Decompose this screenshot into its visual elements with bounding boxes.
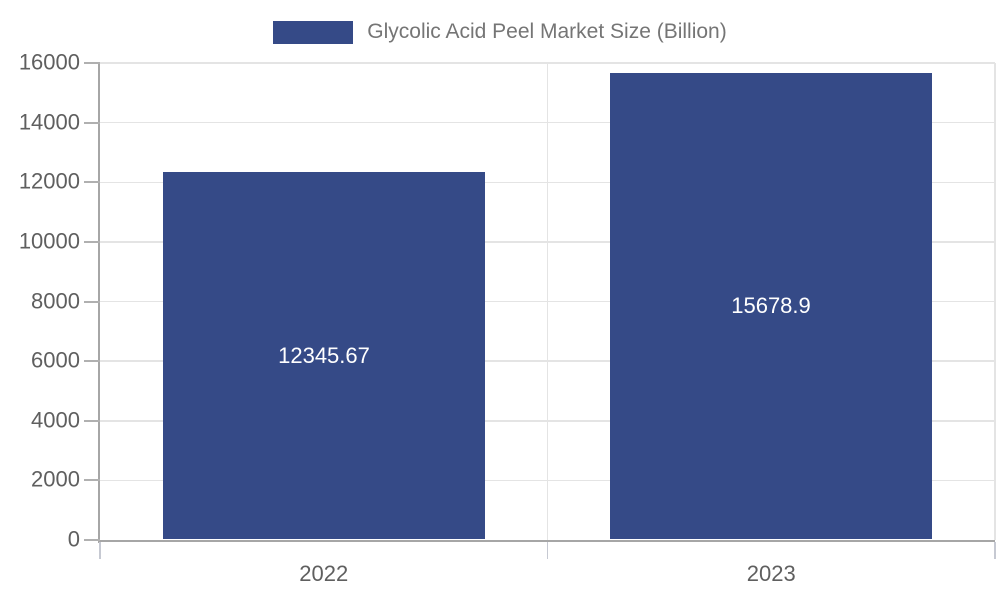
bar-value-label: 12345.67 (278, 342, 370, 368)
y-tick-label: 16000 (18, 49, 80, 75)
y-tick-label: 8000 (31, 287, 80, 313)
y-tick (84, 240, 100, 243)
gridline-vertical (994, 63, 996, 540)
y-tick-label: 0 (67, 526, 80, 552)
y-tick (84, 121, 100, 124)
legend-swatch (273, 20, 354, 44)
y-tick-label: 12000 (18, 168, 80, 194)
y-tick (84, 62, 100, 64)
bar: 12345.67 (163, 172, 485, 539)
y-tick-label: 2000 (31, 466, 80, 492)
x-tick-label: 2022 (299, 561, 349, 586)
y-tick-label: 4000 (31, 407, 80, 433)
y-tick-label: 6000 (31, 347, 80, 373)
y-tick-label: 14000 (18, 109, 80, 135)
x-axis-line (98, 540, 995, 542)
x-tick (546, 542, 548, 559)
legend: Glycolic Acid Peel Market Size (Billion) (0, 20, 1000, 44)
legend-label: Glycolic Acid Peel Market Size (Billion) (367, 20, 727, 43)
y-tick (84, 539, 100, 541)
y-tick (84, 181, 100, 184)
y-tick (84, 360, 100, 363)
bar-value-label: 15678.9 (731, 293, 811, 318)
y-axis-line (98, 62, 100, 543)
x-tick-label: 2023 (746, 561, 796, 586)
y-tick-label: 10000 (18, 228, 80, 254)
x-tick (99, 542, 101, 559)
bar: 15678.9 (610, 73, 932, 539)
x-tick (994, 542, 996, 559)
y-tick (84, 419, 100, 422)
y-tick (84, 479, 100, 482)
y-tick (84, 300, 100, 303)
gridline-vertical (546, 63, 549, 540)
